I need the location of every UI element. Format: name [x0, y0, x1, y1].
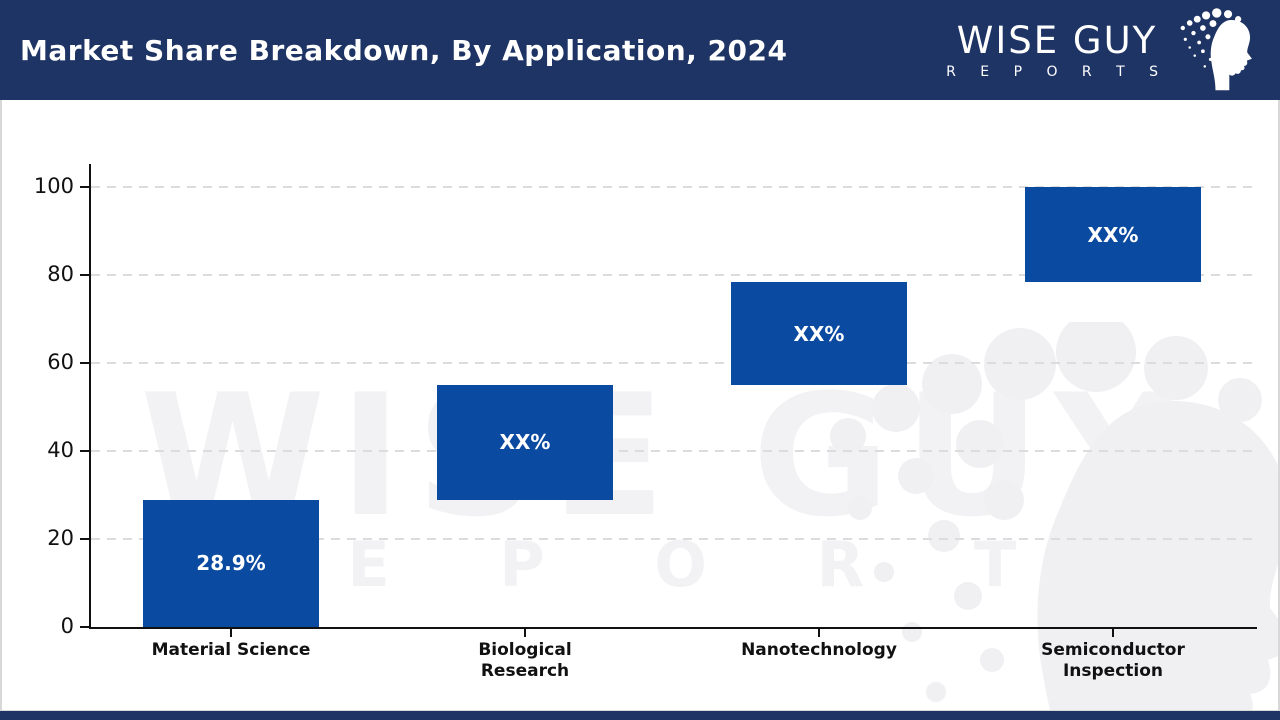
y-tick-label-60: 60 — [47, 350, 74, 374]
brand-name: WISE GUY — [956, 18, 1158, 62]
header-bar: Market Share Breakdown, By Application, … — [0, 0, 1280, 100]
bar-value-label: XX% — [793, 321, 845, 346]
x-axis-line — [89, 627, 1257, 629]
brand-logo: WISE GUY R E P O R T S — [946, 6, 1262, 94]
bar-semiconductor-inspection: XX% — [1025, 187, 1201, 283]
gridline-80 — [91, 274, 1257, 276]
x-tickmark-3 — [1112, 629, 1114, 637]
watermark-head-icon — [830, 322, 1278, 710]
x-tickmark-1 — [524, 629, 526, 637]
y-tickmark-100 — [80, 186, 89, 188]
brand-subtitle: R E P O R T S — [946, 63, 1168, 80]
y-tickmark-80 — [80, 274, 89, 276]
gridline-40 — [91, 450, 1257, 452]
dotted-head-icon — [1180, 8, 1252, 91]
x-tick-label-2: Nanotechnology — [741, 640, 897, 660]
page-title: Market Share Breakdown, By Application, … — [20, 33, 788, 67]
y-tickmark-0 — [80, 626, 89, 628]
y-tickmark-20 — [80, 538, 89, 540]
y-tick-label-80: 80 — [47, 262, 74, 286]
x-tick-label-0: Material Science — [151, 640, 311, 660]
y-tickmark-40 — [80, 450, 89, 452]
gridline-20 — [91, 538, 1257, 540]
bar-material-science: 28.9% — [143, 499, 319, 627]
x-tick-label-1: Biological Research — [478, 640, 572, 681]
y-tick-label-100: 100 — [33, 174, 74, 198]
x-tickmark-2 — [818, 629, 820, 637]
y-tick-label-20: 20 — [47, 526, 74, 550]
bar-value-label: 28.9% — [196, 551, 266, 576]
footer-bar — [0, 711, 1280, 720]
y-tick-label-0: 0 — [60, 614, 74, 638]
bar-biological-research: XX% — [437, 385, 613, 500]
gridline-60 — [91, 362, 1257, 364]
x-tick-label-3: Semiconductor Inspection — [1041, 640, 1185, 681]
y-axis-line — [89, 164, 91, 629]
gridline-100 — [91, 186, 1257, 188]
watermark-subtitle-text: R E P O R T S — [190, 528, 1215, 601]
y-tick-label-40: 40 — [47, 438, 74, 462]
x-tickmark-0 — [230, 629, 232, 637]
bar-value-label: XX% — [499, 430, 551, 455]
y-tickmark-60 — [80, 362, 89, 364]
chart-card: WISE GUY R E P O R T S 0 20 40 60 80 100 28.9%… — [0, 100, 1280, 712]
bar-nanotechnology: XX% — [731, 282, 907, 385]
brand-logo-text: WISE GUY R E P O R T S — [946, 22, 1168, 79]
bar-value-label: XX% — [1087, 222, 1139, 247]
